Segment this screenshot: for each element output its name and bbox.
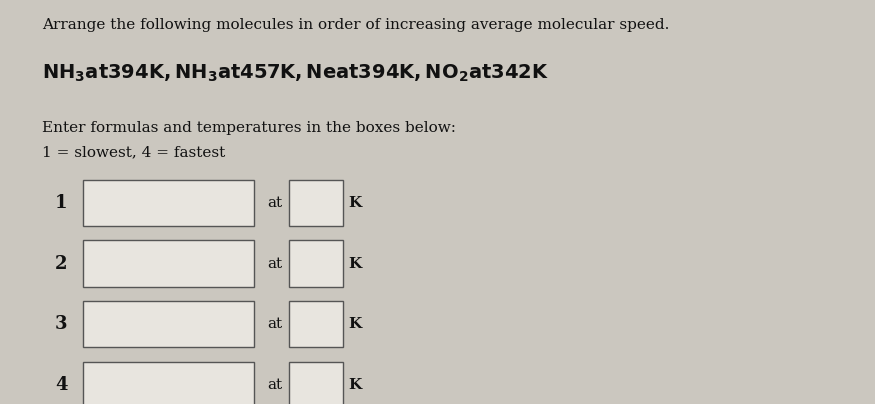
FancyBboxPatch shape bbox=[289, 301, 343, 347]
Text: 4: 4 bbox=[55, 376, 67, 394]
Text: K: K bbox=[348, 378, 361, 392]
Text: at: at bbox=[267, 196, 282, 210]
Text: K: K bbox=[348, 317, 361, 331]
Text: at: at bbox=[267, 257, 282, 271]
FancyBboxPatch shape bbox=[83, 180, 254, 226]
Text: K: K bbox=[348, 257, 361, 271]
Text: 1: 1 bbox=[55, 194, 67, 212]
FancyBboxPatch shape bbox=[83, 301, 254, 347]
FancyBboxPatch shape bbox=[83, 240, 254, 287]
Text: K: K bbox=[348, 196, 361, 210]
Text: Enter formulas and temperatures in the boxes below:: Enter formulas and temperatures in the b… bbox=[42, 121, 456, 135]
Text: 2: 2 bbox=[55, 255, 67, 273]
FancyBboxPatch shape bbox=[83, 362, 254, 404]
FancyBboxPatch shape bbox=[289, 362, 343, 404]
Text: at: at bbox=[267, 317, 282, 331]
Text: at: at bbox=[267, 378, 282, 392]
Text: $\bf{NH_3}$$\bf{ at 394K, }$$\bf{NH_3}$$\bf{ at 457K, Ne at 394K, }$$\bf{NO_2}$$: $\bf{NH_3}$$\bf{ at 394K, }$$\bf{NH_3}$$… bbox=[42, 63, 549, 84]
Text: 1 = slowest, 4 = fastest: 1 = slowest, 4 = fastest bbox=[42, 145, 225, 160]
FancyBboxPatch shape bbox=[289, 180, 343, 226]
FancyBboxPatch shape bbox=[289, 240, 343, 287]
Text: Arrange the following molecules in order of increasing average molecular speed.: Arrange the following molecules in order… bbox=[42, 18, 669, 32]
Text: 3: 3 bbox=[55, 315, 67, 333]
